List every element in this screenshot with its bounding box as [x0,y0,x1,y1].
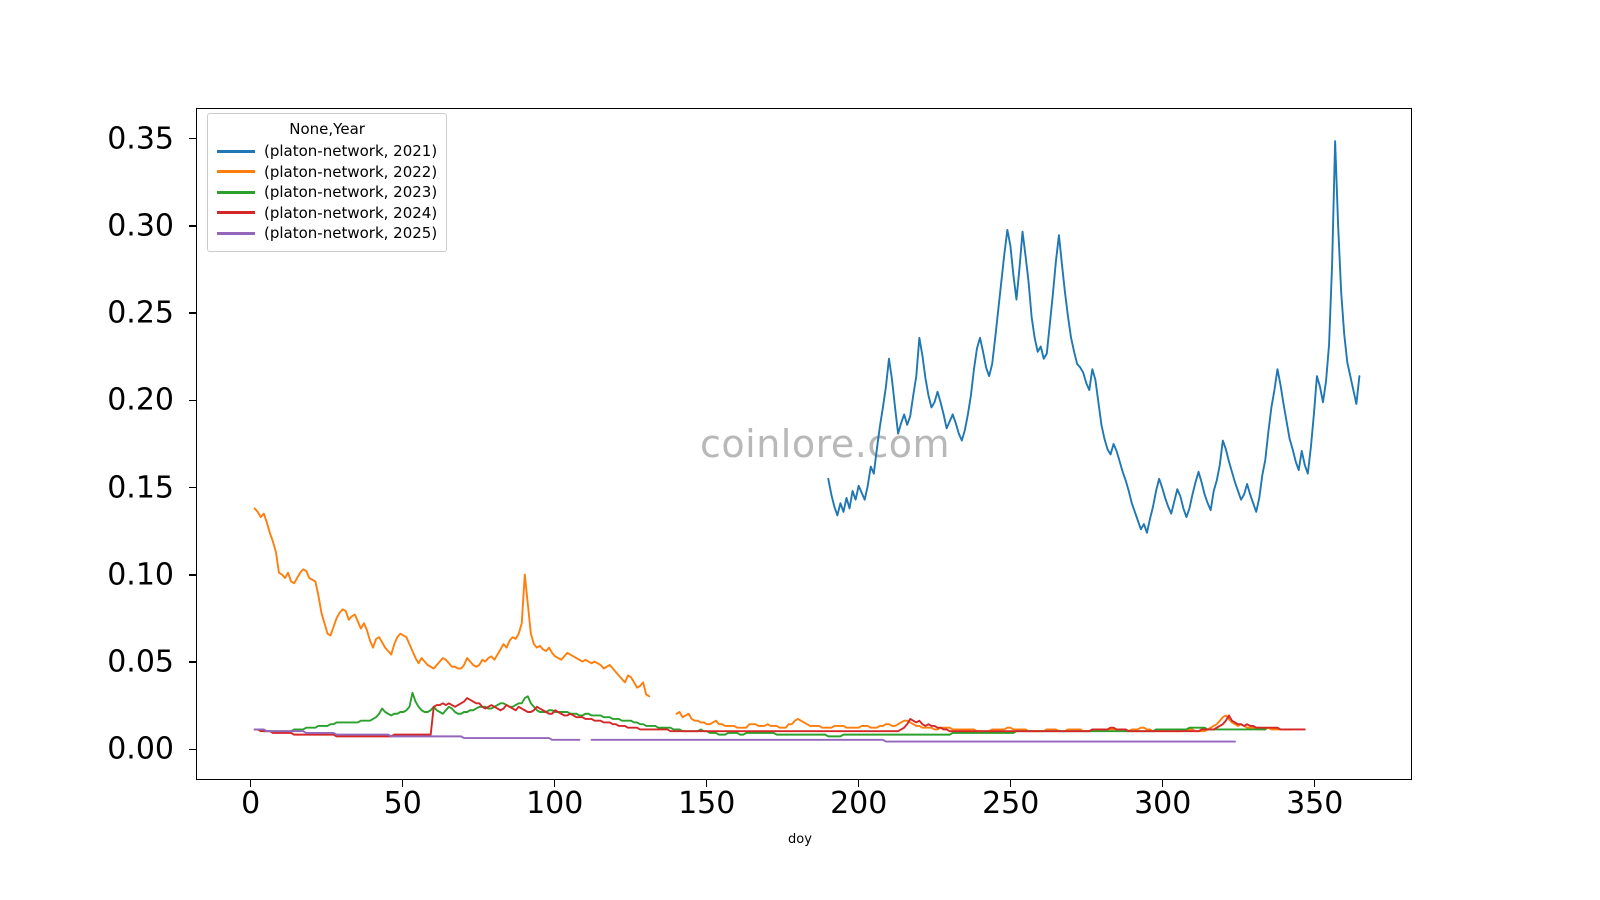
legend-entry-label: (platon-network, 2023) [264,183,438,202]
x-tick-mark [554,780,556,787]
y-tick-mark [189,225,196,227]
series-line [255,508,650,696]
legend-color-swatch [217,170,255,174]
legend-entry: (platon-network, 2024) [217,203,437,224]
y-tick-label: 0.20 [107,382,174,418]
series-line [255,693,1266,737]
legend-entry: (platon-network, 2023) [217,182,437,203]
y-tick-mark [189,137,196,140]
x-tick-label: 350 [1286,786,1344,821]
series-line [255,698,1305,736]
x-tick-mark [858,780,860,787]
y-tick-mark [189,574,196,576]
y-tick-mark [189,312,196,314]
legend-entry: (platon-network, 2021) [217,141,437,162]
y-tick-mark [189,399,196,402]
x-tick-label: 200 [830,786,888,821]
x-tick-mark [1314,780,1316,787]
y-tick-label: 0.05 [107,644,174,680]
legend-color-swatch [217,211,255,215]
y-tick-label: 0.10 [107,557,174,593]
legend-entry-label: (platon-network, 2022) [264,162,438,181]
legend-entry-label: (platon-network, 2024) [264,203,438,222]
x-tick-label: 250 [982,786,1040,821]
chart-lines-svg [197,109,1411,779]
y-tick-mark [189,748,196,751]
x-tick-label: 100 [526,786,584,821]
legend-color-swatch [217,149,255,153]
legend-entries: (platon-network, 2021) (platon-network, 2… [217,141,437,244]
y-tick-label: 0.15 [107,470,174,506]
legend-entry: (platon-network, 2025) [217,223,437,244]
legend-entry-label: (platon-network, 2025) [264,224,438,243]
x-tick-mark [402,780,404,787]
watermark-coinlore: coinlore.com [700,422,950,466]
legend-entry: (platon-network, 2022) [217,162,437,183]
y-tick-label: 0.25 [107,295,174,331]
y-tick-mark [189,486,196,489]
x-tick-mark [250,780,252,787]
y-tick-label: 0.35 [107,121,174,157]
legend-color-swatch [217,190,255,194]
legend-entry-label: (platon-network, 2021) [264,142,438,161]
chart-legend: None,Year (platon-network, 2021) (platon-… [207,113,448,252]
x-tick-mark [1010,780,1012,787]
plot-axes-frame [196,108,1412,780]
series-line [828,141,1359,533]
x-tick-label: 50 [383,786,422,821]
x-tick-mark [706,780,708,787]
legend-title: None,Year [289,120,365,138]
x-tick-label: 0 [241,786,261,821]
x-tick-mark [1162,780,1164,787]
x-tick-label: 300 [1134,786,1192,821]
series-line [592,740,1235,742]
x-tick-label: 150 [678,786,736,821]
y-tick-label: 0.30 [107,208,174,244]
legend-color-swatch [217,231,255,235]
series-line [255,729,580,739]
y-tick-label: 0.00 [107,731,174,767]
y-tick-mark [189,661,196,663]
x-axis-label: doy [788,832,812,847]
